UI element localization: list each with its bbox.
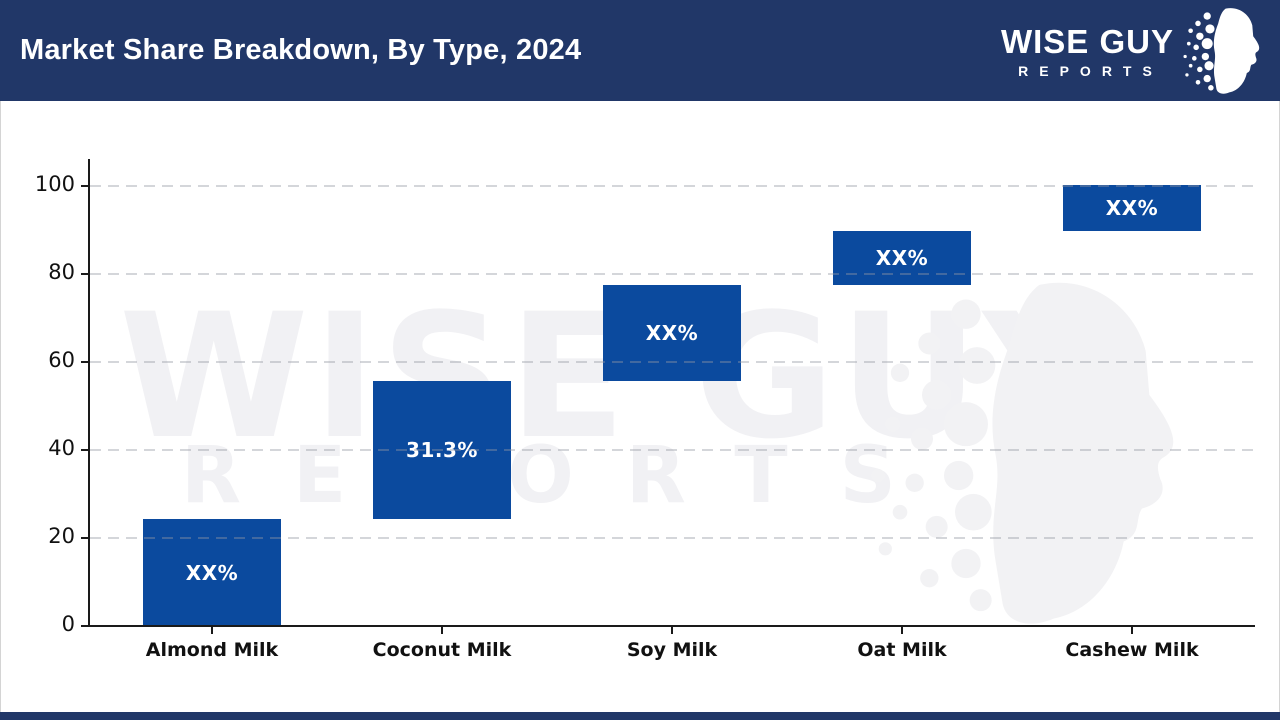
x-tick-mark — [211, 627, 213, 634]
y-tick-label: 0 — [61, 612, 75, 636]
y-tick-label: 40 — [48, 436, 75, 460]
bar: XX% — [143, 519, 281, 626]
x-tick-mark — [1131, 627, 1133, 634]
y-tick-mark — [81, 449, 89, 451]
bar: XX% — [603, 285, 741, 382]
plot-body: WISE GUY REPORTS 0 20 40 60 80 100 XX% Almond M… — [0, 101, 1280, 720]
bar-value-label: XX% — [185, 560, 239, 585]
chart-title: Market Share Breakdown, By Type, 2024 — [20, 34, 582, 66]
footer-bar — [0, 712, 1280, 720]
x-tick-mark — [441, 627, 443, 634]
bar-value-label: XX% — [1105, 195, 1159, 220]
watermark-head-icon — [871, 282, 1174, 624]
x-tick-mark — [901, 627, 903, 634]
x-tick-mark — [671, 627, 673, 634]
bar-value-label: XX% — [875, 246, 929, 271]
x-axis-spine — [88, 625, 1255, 627]
x-tick-label: Almond Milk — [145, 639, 279, 661]
x-tick-label: Oat Milk — [857, 639, 947, 661]
gridline — [90, 273, 1255, 275]
bar: XX% — [833, 230, 971, 286]
y-axis-spine — [88, 159, 90, 627]
bar-value-label: XX% — [645, 321, 699, 346]
y-tick-mark — [81, 537, 89, 539]
x-tick-label: Soy Milk — [626, 639, 718, 661]
y-tick-label: 80 — [48, 260, 75, 284]
bar-value-label: 31.3% — [406, 438, 478, 463]
brand-reports-label: REPORTS — [1018, 62, 1163, 79]
y-tick-label: 100 — [34, 172, 75, 196]
y-tick-mark — [81, 185, 89, 187]
bar: XX% — [1063, 185, 1201, 231]
gridline — [90, 449, 1255, 451]
y-tick-label: 20 — [48, 524, 75, 548]
gridline — [90, 361, 1255, 363]
y-tick-mark — [81, 625, 89, 627]
brand-logo: WISE GUY REPORTS — [1001, 0, 1264, 101]
brand-wordmark: WISE GUY — [1000, 22, 1174, 60]
y-tick-mark — [81, 361, 89, 363]
bar: 31.3% — [373, 381, 511, 520]
header-bar: Market Share Breakdown, By Type, 2024 WI… — [0, 0, 1280, 101]
y-tick-label: 60 — [48, 348, 75, 372]
y-tick-mark — [81, 273, 89, 275]
brand-head-icon — [1183, 7, 1260, 94]
watermark-reports: REPORTS — [181, 431, 948, 521]
gridline — [90, 185, 1255, 187]
x-tick-label: Coconut Milk — [372, 639, 512, 661]
x-tick-label: Cashew Milk — [1065, 639, 1199, 661]
gridline — [90, 537, 1255, 539]
brand-logo-text: WISE GUY REPORTS — [1001, 23, 1174, 79]
